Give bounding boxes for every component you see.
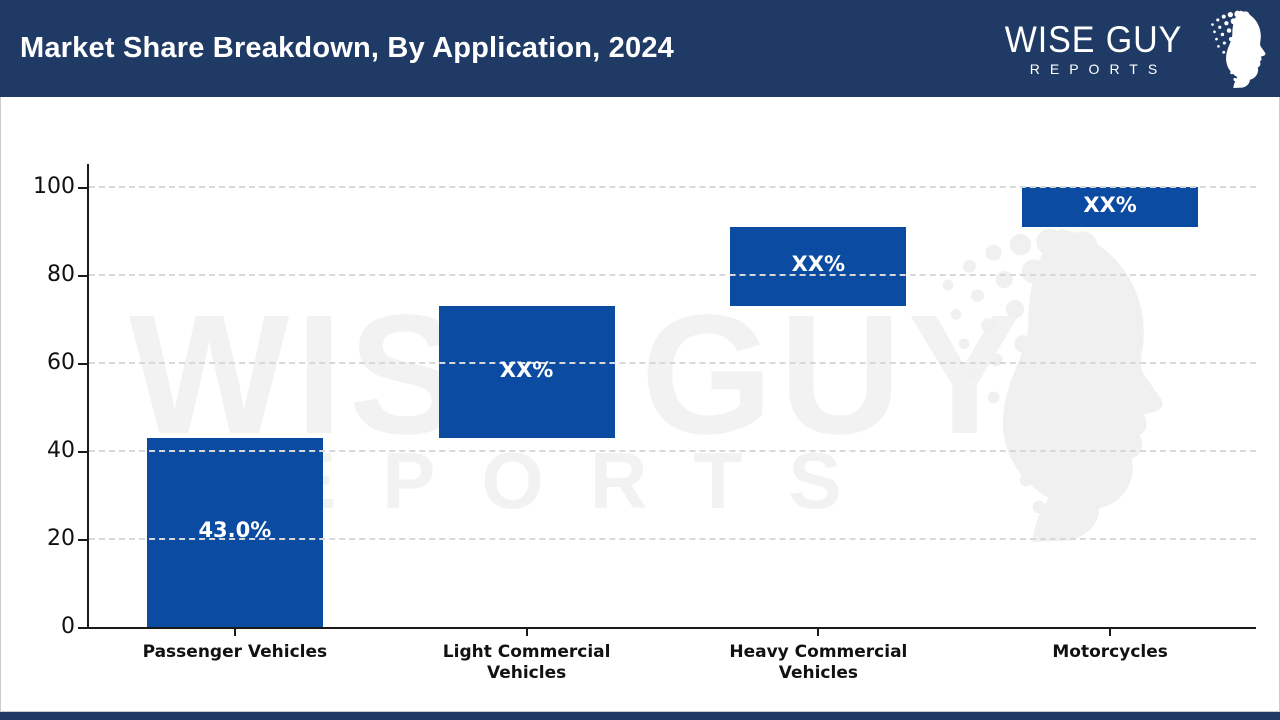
x-axis-category-label: Heavy Commercial Vehicles	[729, 642, 908, 683]
brand-logo: WISE GUY REPORTS	[997, 2, 1270, 95]
gridline	[89, 538, 1256, 540]
bar-value-label: 43.0%	[198, 518, 272, 543]
bar-motorcycles	[1022, 187, 1199, 227]
bar-heavy-commercial-vehicles	[730, 226, 907, 306]
gridline	[89, 186, 1256, 188]
y-axis-tick	[78, 363, 87, 365]
bar-passenger-vehicles	[146, 437, 323, 627]
x-axis-line	[87, 627, 1256, 629]
bar-value-label: XX%	[499, 357, 554, 382]
chart-canvas: WISE GUY REPORTS 0 20 40 60 80 100 43.0% Passen…	[0, 97, 1280, 712]
brand-text: WISE GUY REPORTS	[997, 18, 1190, 77]
x-axis-tick	[525, 627, 528, 636]
gridline	[89, 362, 1256, 364]
bar-value-label: XX%	[1083, 192, 1137, 217]
y-axis-tick	[78, 187, 87, 189]
y-axis-tick-label: 80	[47, 262, 75, 287]
y-axis-tick	[78, 539, 87, 541]
gridline	[89, 450, 1256, 452]
y-axis-tick-label: 0	[61, 614, 75, 639]
y-axis-tick-label: 60	[47, 350, 75, 375]
x-axis-tick	[233, 627, 236, 636]
header-bar: Market Share Breakdown, By Application, …	[0, 0, 1280, 97]
brand-name: WISE GUY	[1004, 18, 1183, 60]
y-axis-tick	[78, 451, 87, 453]
bar-light-commercial-vehicles	[438, 305, 615, 438]
bar-value-label: XX%	[791, 252, 846, 277]
plot-area: 0 20 40 60 80 100 43.0% Passenger Vehicles XX% Li…	[1, 97, 1279, 711]
x-axis-tick	[817, 627, 820, 636]
y-axis-tick-label: 40	[47, 438, 75, 463]
y-axis-tick-label: 100	[33, 174, 75, 199]
y-axis-tick-label: 20	[47, 526, 75, 551]
y-axis-tick	[78, 627, 87, 629]
footer-bar	[0, 712, 1280, 720]
brand-subtitle: REPORTS	[1029, 60, 1168, 77]
x-axis-tick	[1109, 627, 1112, 636]
x-axis-category-label: Passenger Vehicles	[142, 642, 328, 662]
page-title: Market Share Breakdown, By Application, …	[20, 32, 674, 64]
dotted-head-logo-icon	[1211, 10, 1266, 88]
x-axis-category-label: Motorcycles	[1052, 642, 1168, 662]
y-axis-line	[87, 164, 89, 629]
x-axis-category-label: Light Commercial Vehicles	[442, 642, 611, 683]
y-axis-tick	[78, 275, 87, 277]
gridline	[89, 274, 1256, 276]
